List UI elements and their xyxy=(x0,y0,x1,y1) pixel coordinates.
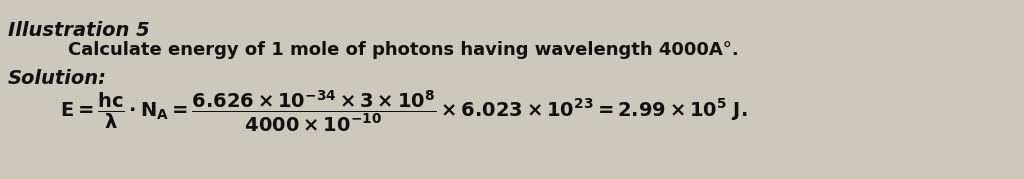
Text: $\mathbf{E = \dfrac{hc}{\lambda} \cdot N_A = \dfrac{6.626 \times 10^{-34} \times: $\mathbf{E = \dfrac{hc}{\lambda} \cdot N… xyxy=(60,89,748,134)
Text: Calculate energy of 1 mole of photons having wavelength 4000A°.: Calculate energy of 1 mole of photons ha… xyxy=(68,41,738,59)
Text: Solution:: Solution: xyxy=(8,69,106,88)
Text: Illustration 5: Illustration 5 xyxy=(8,21,150,40)
